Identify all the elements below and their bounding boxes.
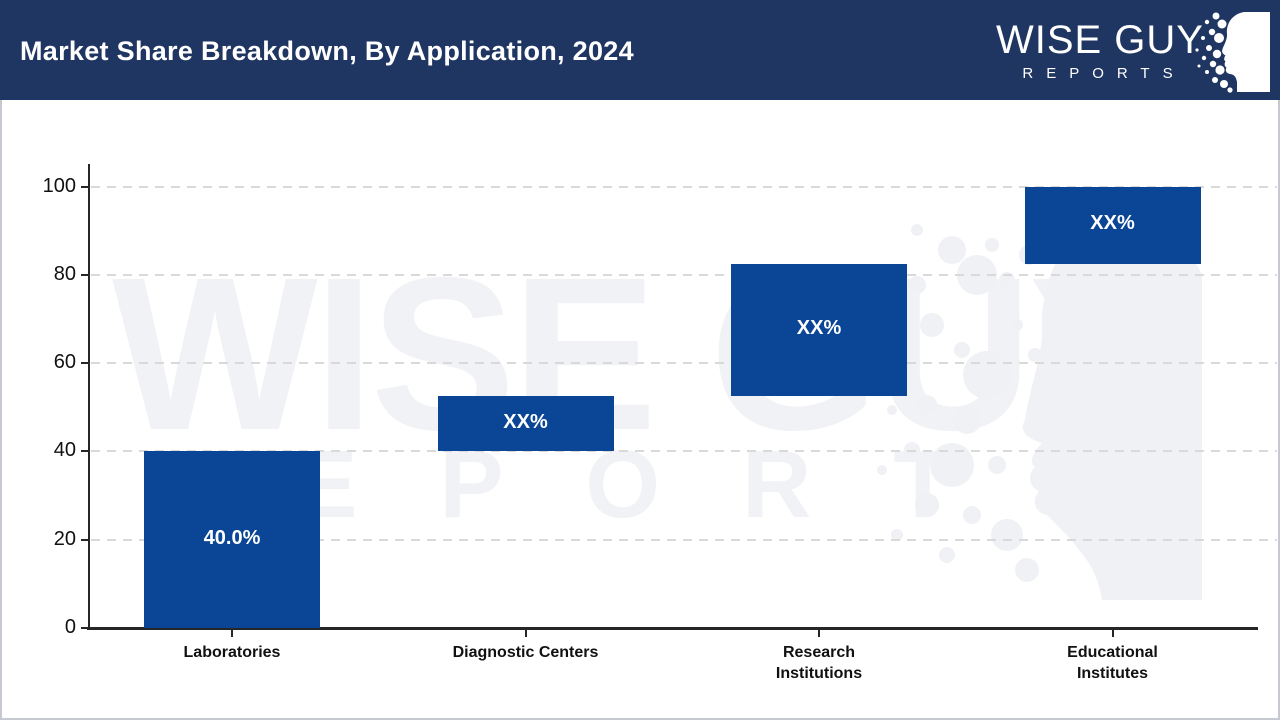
bar-chart: 0 20 40 60 80 100 40.0% XX% XX% XX% Laboratories Di… — [2, 100, 1278, 718]
bar-laboratories: 40.0% — [144, 451, 320, 628]
bar-value-label-research-institutions: XX% — [796, 316, 842, 339]
bar-diagnostic-centers: XX% — [437, 396, 614, 452]
logo-face-icon — [1195, 12, 1270, 93]
x-category-label-line: Research — [782, 644, 856, 661]
chart-canvas: WISE GUY REPORTS 0 20 40 60 80 100 40.0% XX% XX%… — [0, 100, 1280, 720]
bar-educational-institutes: XX% — [1024, 186, 1201, 264]
y-tick — [81, 185, 89, 188]
y-tick-label: 20 — [53, 527, 76, 550]
x-category-label-research-institutions: Research Institutions — [709, 642, 929, 684]
x-axis-line — [87, 627, 1258, 630]
y-tick-label: 0 — [64, 616, 76, 638]
bar-value-label-educational-institutes: XX% — [1090, 212, 1135, 235]
x-tick-laboratories — [231, 630, 233, 637]
x-category-label-line: Laboratories — [183, 644, 281, 661]
bar-value-label-diagnostic-centers: XX% — [503, 410, 548, 433]
y-tick — [81, 273, 89, 276]
y-tick-label: 60 — [53, 351, 76, 374]
header-bar: Market Share Breakdown, By Application, … — [0, 0, 1280, 100]
logo-subtext: REPORTS — [1022, 65, 1186, 82]
y-tick — [81, 538, 89, 541]
x-category-label-laboratories: Laboratories — [122, 642, 342, 663]
x-category-label-line: Institutes — [1076, 665, 1149, 682]
y-tick — [81, 627, 89, 629]
x-tick-research-institutions — [818, 630, 820, 637]
x-tick-educational-institutes — [1111, 630, 1114, 637]
x-category-label-diagnostic-centers: Diagnostic Centers — [416, 642, 636, 663]
bar-value-label-laboratories: 40.0% — [203, 526, 261, 549]
wise-guy-logo: WISE GUY REPORTS — [996, 4, 1270, 96]
gridline-y-100 — [91, 185, 1277, 188]
gridline-y-20 — [91, 538, 1277, 541]
y-tick — [81, 450, 89, 453]
x-category-label-line: Educational — [1067, 644, 1158, 661]
gridline-y-40 — [91, 450, 1277, 453]
x-tick-diagnostic-centers — [524, 630, 527, 637]
y-tick — [81, 362, 89, 365]
y-tick-label: 80 — [53, 262, 76, 285]
gridline-y-60 — [91, 362, 1277, 365]
y-axis-line — [88, 164, 90, 630]
logo-wordmark: WISE GUY — [995, 18, 1204, 62]
gridline-y-80 — [91, 273, 1277, 276]
y-tick-label: 40 — [53, 439, 76, 462]
x-category-label-educational-institutes: Educational Institutes — [1003, 642, 1223, 684]
logo-wordmark-block: WISE GUY REPORTS — [996, 18, 1204, 82]
x-category-label-line: Institutions — [775, 665, 863, 682]
bar-research-institutions: XX% — [731, 263, 907, 397]
page-title: Market Share Breakdown, By Application, … — [20, 36, 634, 66]
x-category-label-line: Diagnostic Centers — [452, 644, 599, 661]
y-tick-label: 100 — [42, 174, 76, 197]
